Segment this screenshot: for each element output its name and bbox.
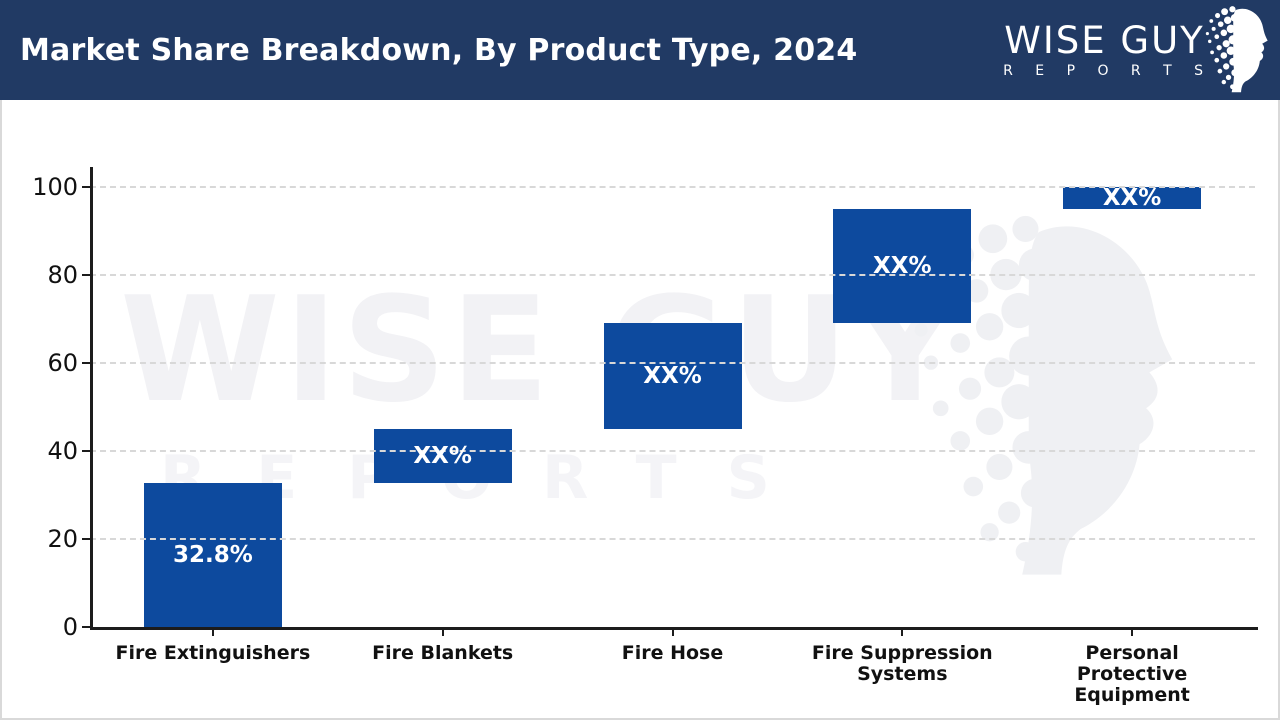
gridline-60: [90, 362, 1255, 364]
watermark-text-1: WISE GUY: [120, 266, 962, 435]
y-axis-tick-label: 60: [47, 349, 78, 377]
bar-fire-blankets: [373, 429, 512, 483]
y-axis-tick-label: 80: [47, 261, 78, 289]
x-axis-label: Fire Blankets: [372, 642, 514, 664]
y-axis-tick-label: 40: [47, 437, 78, 465]
y-tick-mark: [82, 186, 90, 188]
x-tick-mark: [1131, 629, 1134, 636]
x-axis-line: [90, 627, 1258, 630]
y-axis-tick-label: 20: [47, 525, 78, 553]
brand-logo: WISE GUY R E P O R T S: [997, 0, 1270, 100]
x-axis-label: Personal Protective Equipment: [1074, 642, 1190, 706]
logo-name-text: WISE GUY: [1004, 19, 1205, 62]
y-tick-mark: [82, 450, 90, 452]
gridline-100: [90, 186, 1255, 188]
bar-value-label: XX%: [1102, 185, 1162, 211]
x-axis-label: Fire Suppression Systems: [811, 642, 993, 685]
y-axis-line: [90, 167, 93, 629]
gridline-20: [90, 538, 1255, 540]
x-axis-label: Fire Hose: [621, 642, 724, 664]
y-tick-mark: [82, 362, 90, 364]
gridline-40: [90, 450, 1255, 452]
x-tick-mark: [901, 629, 904, 636]
y-tick-mark: [82, 274, 90, 276]
bar-value-label: XX%: [413, 442, 472, 469]
y-tick-mark: [82, 538, 90, 540]
chart-title: Market Share Breakdown, By Product Type,…: [20, 32, 858, 68]
bar-value-label: 32.8%: [172, 541, 253, 568]
logo-reports-text: R E P O R T S: [1003, 63, 1212, 79]
bar-value-label: XX%: [643, 363, 702, 390]
bar-fire-hose: [603, 323, 742, 429]
y-axis-tick-label: 100: [32, 173, 78, 201]
x-tick-mark: [671, 629, 674, 636]
logo-wordmark: WISE GUY R E P O R T S: [997, 22, 1212, 78]
gridline-80: [90, 274, 1255, 276]
x-tick-mark: [211, 629, 214, 636]
x-axis-label: Fire Extinguishers: [115, 642, 311, 664]
bar-fire-extinguishers: [143, 482, 282, 627]
header: Market Share Breakdown, By Product Type,…: [0, 0, 1280, 100]
x-tick-mark: [441, 629, 444, 636]
bar-value-label: XX%: [873, 253, 932, 280]
y-tick-mark: [82, 626, 90, 628]
bar-fire-suppression-systems: [833, 209, 972, 324]
plot-area: 32.8% Fire Extinguishers XX% Fire Blankets X…: [2, 100, 1278, 718]
y-axis-tick-label: 0: [62, 613, 78, 641]
bar-personal-protective-equipment: [1063, 187, 1202, 209]
